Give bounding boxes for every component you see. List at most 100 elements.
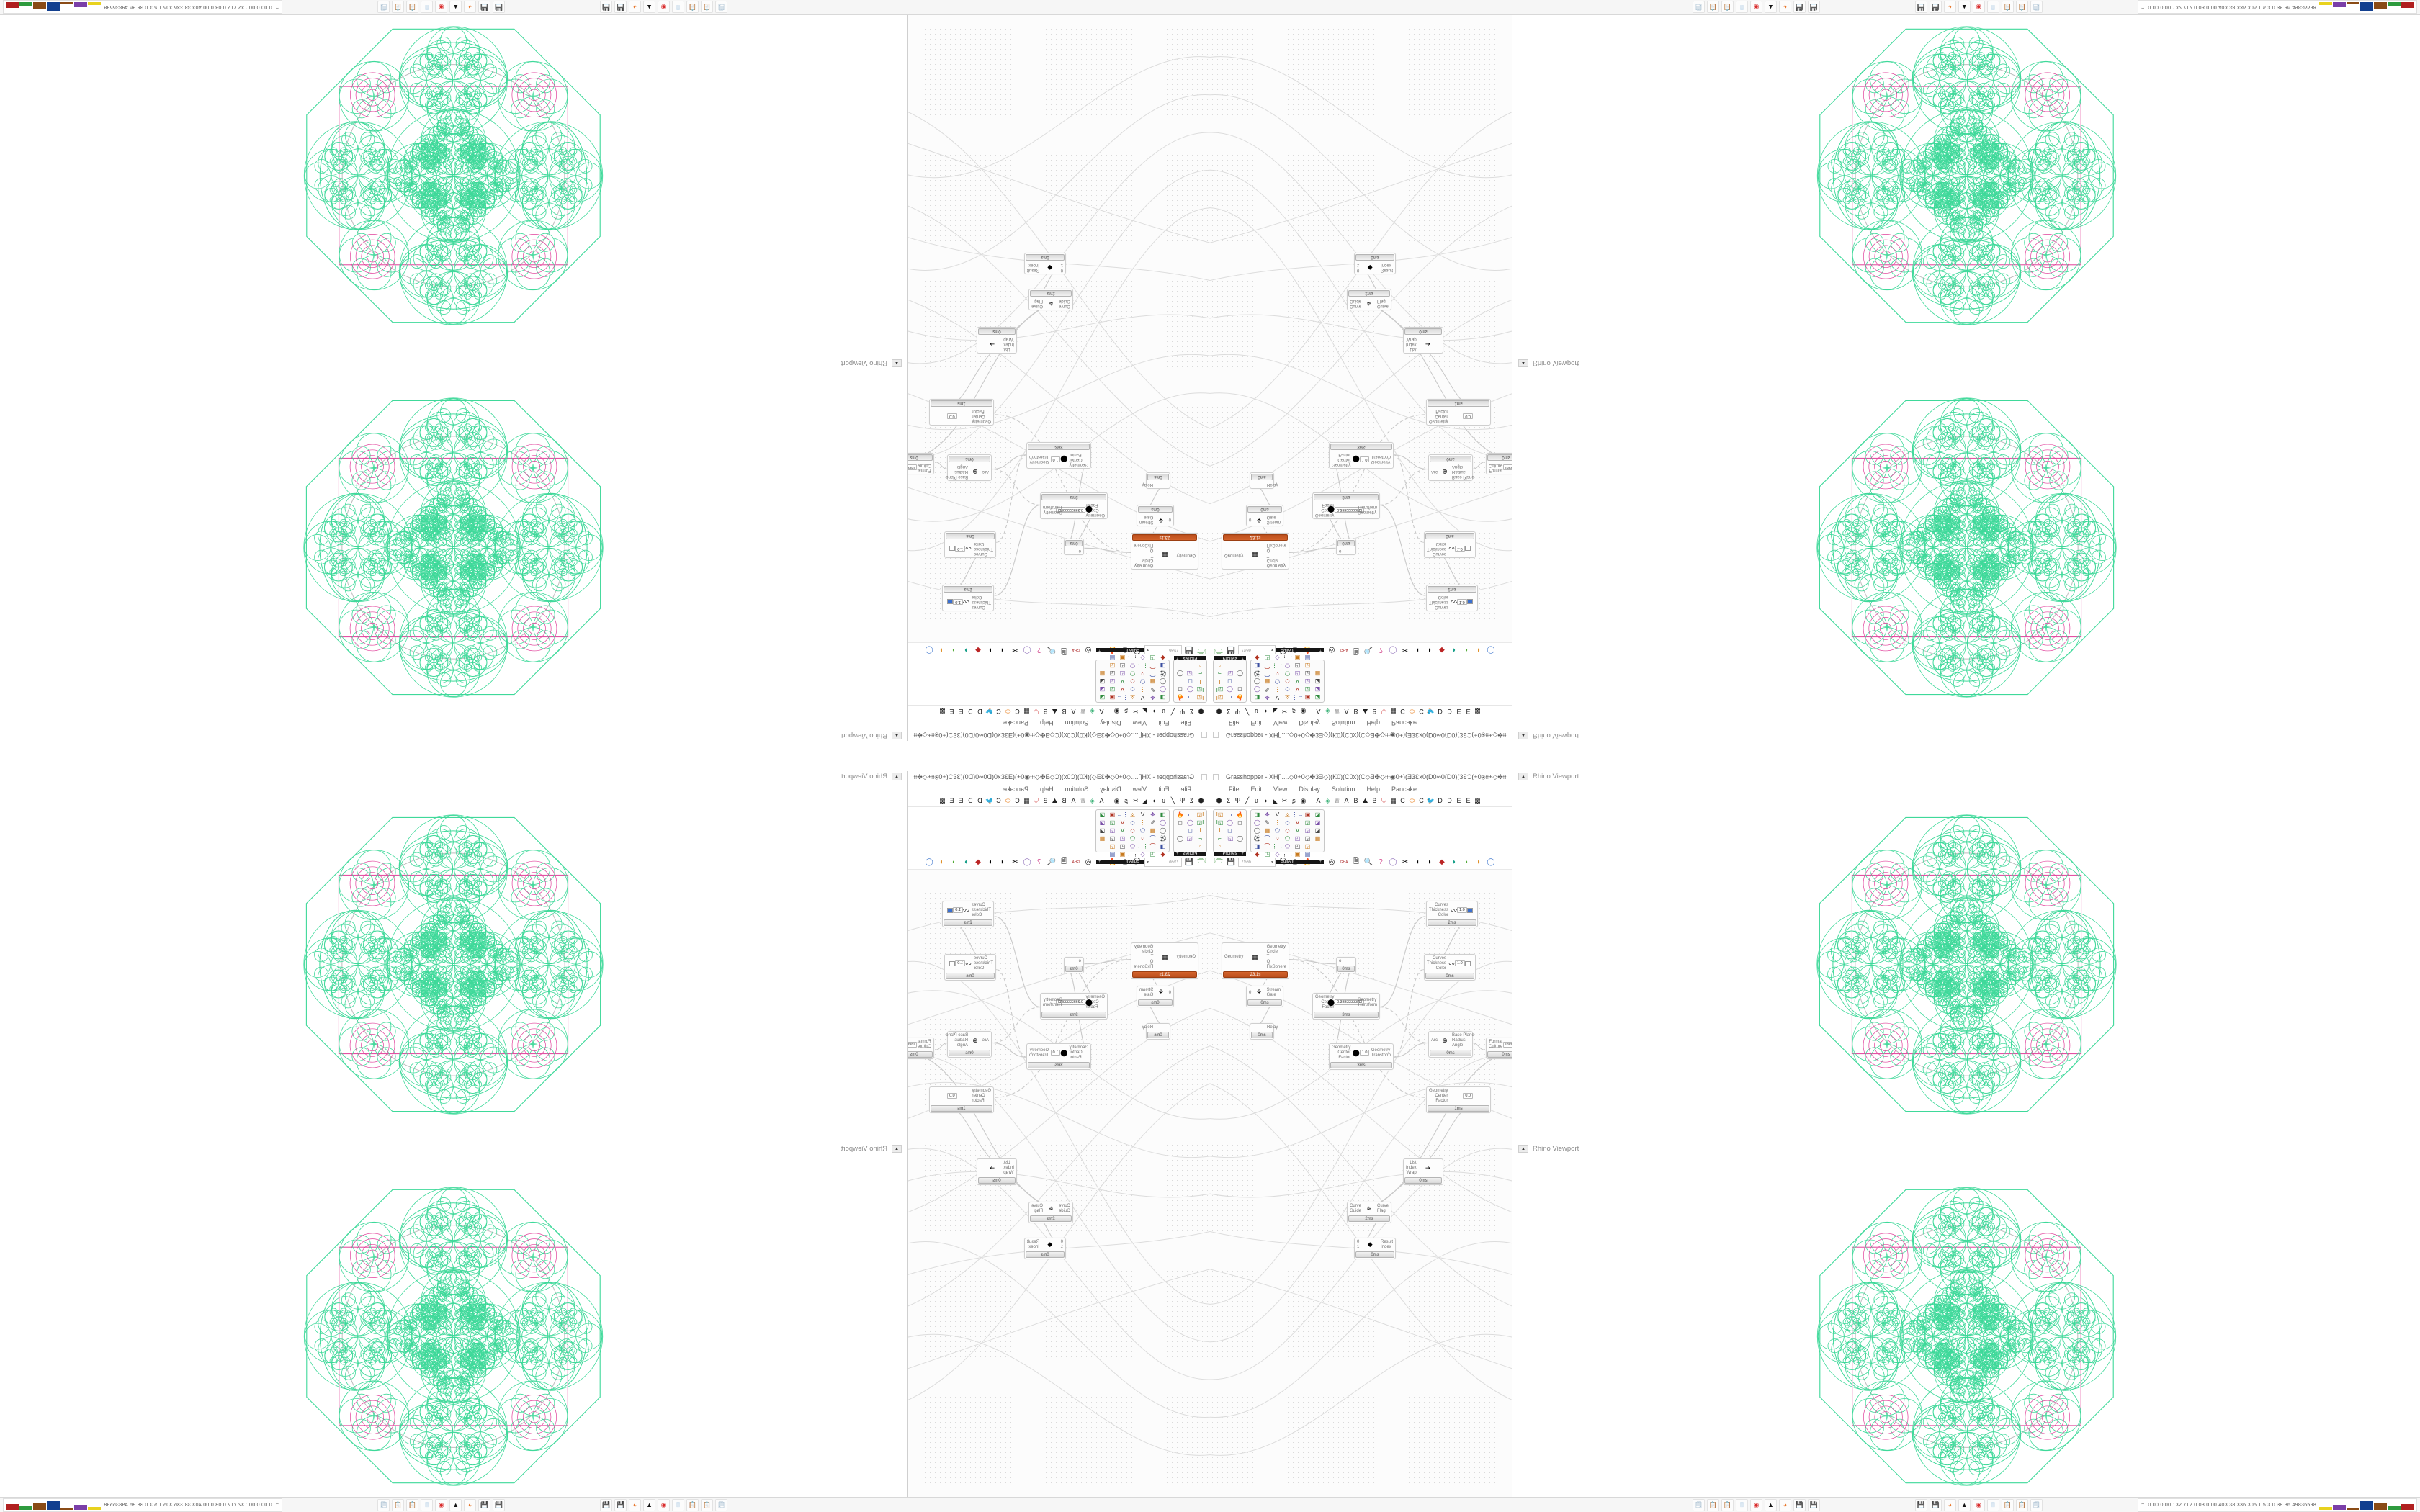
gh-node[interactable]: Geometry ▦ Geometry Circle T Q FlxSphere 23.1s (1222, 533, 1289, 570)
curve-icon[interactable]: ʋ (1162, 708, 1165, 715)
ribbon-group-bullant[interactable]: ◨✥Ⅴ◬⋮→▣◪◯✎⋮⋮⋮◇Ⅴ◲◪◯▦⬠◇Ⅴ◲◪⚽⌒⁘⬠◰◲▦◨⌒⋮→⬠◰◲◆◳… (1095, 648, 1170, 703)
gh-node[interactable]: Curves Thickness Color 〰 1.0 0ms (1424, 531, 1476, 558)
ribbon-item[interactable]: ◰ (1119, 670, 1126, 677)
ribbon-item[interactable]: ◬ (1285, 811, 1290, 818)
cluster-icon[interactable]: ◎ (1328, 858, 1335, 866)
node-value[interactable]: 1.0 (953, 599, 963, 605)
shade-wire-icon[interactable]: ◗ (987, 646, 993, 654)
ribbon-group-bullant[interactable]: ◨✥Ⅴ◬⋮→▣◪◯✎⋮⋮⋮◇Ⅴ◲◪◯▦⬠◇Ⅴ◲◪⚽⌒⁘⬠◰◲▦◨⌒⋮→⬠◰◲◆◳… (1250, 809, 1325, 864)
ribbon-item[interactable]: ◇ (1275, 851, 1280, 858)
preview-teal-icon[interactable]: ◗ (1451, 858, 1457, 866)
text-editor-icon[interactable]: 🗒 (377, 1, 390, 14)
gh-node[interactable]: List Index Wrap ⇥ i 0ms (1403, 1158, 1443, 1185)
transform-icon[interactable]: ʂ (1292, 797, 1296, 804)
taskbar-tray[interactable]: ⌃ 0.00 0.00 132 712 0.03 0.00 403 38 336… (2137, 1498, 2420, 1512)
tab-c1[interactable]: C (1400, 797, 1405, 804)
ribbon-item[interactable]: ▫ (1219, 843, 1221, 850)
gh-node[interactable]: Geometry Center Factor 0.0 1ms (1426, 1086, 1491, 1113)
tab-a2[interactable]: A (1344, 797, 1349, 804)
ribbon-item[interactable]: ⬠ (1130, 662, 1135, 669)
preview-teal-icon[interactable]: ◗ (1451, 646, 1457, 654)
display-icon[interactable]: ◉ (1300, 796, 1307, 804)
ribbon-item[interactable]: ◪ (1314, 827, 1321, 834)
gh-node[interactable]: Geometry Center Factor ⬤ 0.3333333333 Geometr… (1312, 993, 1380, 1020)
bird-icon[interactable]: 🐦 (985, 708, 994, 716)
ribbon-item[interactable] (1098, 662, 1107, 669)
intersect-icon[interactable]: ✂ (1281, 708, 1288, 716)
ribbon-item[interactable]: ▫ (1199, 662, 1201, 669)
intersect-icon[interactable]: ✂ (1132, 708, 1139, 716)
node-value[interactable]: 1.0 (1359, 1050, 1370, 1056)
ribbon-item[interactable]: ◯ (1177, 670, 1183, 677)
save-file-icon[interactable]: 💾 (1226, 858, 1236, 866)
component-tab-strip[interactable]: ⬢ Σ Ψ ╱ ʋ ◗ ◣ ✂ ʂ ◉ A ◈ ♕ A B ⛰ (1210, 795, 1512, 807)
ribbon-item[interactable]: ▤ (1304, 654, 1311, 661)
params-icon[interactable]: ⬢ (1198, 708, 1204, 716)
ribbon-item[interactable]: I (1199, 678, 1201, 685)
ribbon-item[interactable]: ⊐ (1227, 694, 1232, 701)
gh-node[interactable]: Relay 0ms (1250, 1023, 1278, 1040)
notepad-icon[interactable]: 📋 (1707, 1498, 1719, 1511)
ribbon-item[interactable]: ◻ (1237, 819, 1242, 826)
ribbon-item[interactable]: ◰ (1119, 662, 1126, 669)
gh-node[interactable]: Arc ⊕ Base Plane Radius Angle 0ms (1428, 1031, 1474, 1058)
ribbon-group-profiles[interactable]: I◱ ⊐ 🔥 I◱ ◯ ◻ I ◻ I ⌐ I◱ ◯ ▫ Profiles + (1213, 809, 1247, 856)
system-monitor-widget[interactable]: ⌃ 0.00 0.00 132 712 0.03 0.00 403 38 336… (2, 0, 283, 14)
menu-solution[interactable]: Solution (1065, 719, 1089, 726)
calculator-icon[interactable]: 🖩 (421, 1, 434, 14)
shield-icon[interactable]: ⛉ (1381, 796, 1386, 804)
gh-node[interactable]: Curves Thickness Color 〰 1.0 2ms (1426, 585, 1478, 611)
menu-edit[interactable]: Edit (1157, 719, 1170, 726)
mountain-icon[interactable]: ⛰ (1052, 708, 1058, 716)
open-file-icon[interactable]: 🗁 (1214, 647, 1224, 654)
ribbon-item[interactable]: ▫ (1219, 662, 1221, 669)
leaf-icon[interactable]: ◈ (1325, 796, 1330, 804)
tab-b2[interactable]: B (1372, 708, 1377, 715)
ribbon-grid-bullant[interactable]: ◨✥Ⅴ◬⋮→▣◪◯✎⋮⋮⋮◇Ⅴ◲◪◯▦⬠◇Ⅴ◲◪⚽⌒⁘⬠◰◲▦◨⌒⋮→⬠◰◲◆◳… (1096, 652, 1169, 702)
ribbon-item[interactable]: ◻ (1188, 678, 1193, 685)
grid-icon[interactable]: ▦ (1023, 708, 1030, 716)
shade-red-icon[interactable]: ◆ (1439, 646, 1445, 654)
viewport-canvas-upper[interactable] (1513, 371, 2420, 724)
ribbon-item[interactable] (1313, 843, 1322, 850)
ribbon-item[interactable]: ◻ (1237, 686, 1242, 693)
ribbon-item[interactable]: ◇ (1130, 686, 1135, 693)
gh-node[interactable]: 0 ⚘ Stream Gate 0ms (1246, 505, 1283, 526)
tab-c1[interactable]: C (1400, 708, 1405, 715)
tab-b1[interactable]: B (1353, 708, 1358, 715)
gh-node[interactable]: Curves Thickness Color 〰 1.0 0ms (944, 531, 996, 558)
ribbon-item[interactable]: 🔥 (1176, 694, 1184, 701)
chevron-down-icon[interactable]: ▾ (1147, 647, 1150, 652)
ribbon-item[interactable]: ⌒ (1150, 670, 1156, 677)
ribbon-grid-bullant[interactable]: ◨✥Ⅴ◬⋮→▣◪◯✎⋮⋮⋮◇Ⅴ◲◪◯▦⬠◇Ⅴ◲◪⚽⌒⁘⬠◰◲▦◨⌒⋮→⬠◰◲◆◳… (1251, 810, 1324, 860)
menu-help[interactable]: Help (1366, 719, 1380, 726)
node-value[interactable]: Invariant (1503, 464, 1512, 471)
ribbon-item[interactable]: I◱ (1216, 811, 1224, 818)
ribbon-item[interactable]: ◬ (1285, 694, 1290, 701)
ribbon-item[interactable]: ✎ (1265, 819, 1270, 826)
color-swatch[interactable] (1466, 599, 1473, 605)
ribbon-item[interactable]: ◲ (1304, 827, 1311, 834)
tab-e1[interactable]: E (1456, 708, 1461, 715)
preview-blue-icon[interactable]: ◯ (1487, 858, 1495, 866)
disk-green-icon[interactable]: 💾 (600, 1, 612, 14)
balloon-icon[interactable]: ◯ (1389, 858, 1397, 866)
ribbon-item[interactable]: ▦ (1314, 670, 1321, 677)
ribbon-item[interactable]: ◯ (1187, 686, 1193, 693)
open-file-icon[interactable]: 🗁 (1196, 647, 1206, 654)
notepad2-icon[interactable]: 📋 (686, 1, 699, 14)
color-swatch[interactable] (949, 546, 956, 552)
disk-blue-icon[interactable]: 💾 (1793, 1498, 1806, 1511)
firefox-icon[interactable]: ◕ (464, 1, 477, 14)
ribbon-item[interactable]: ⋮→ (1293, 693, 1302, 701)
gh-node[interactable]: Geometry ▦ Geometry Circle T Q FlxSphere 23.1s (1222, 942, 1289, 979)
preview-blue-icon[interactable]: ◯ (1487, 646, 1495, 654)
rhino-viewport-lower[interactable]: ▲ Rhino Viewport (1513, 1143, 2420, 1512)
gh-node[interactable]: Curves Thickness Color 〰 1.0 2ms (1426, 901, 1478, 927)
ribbon-item[interactable]: ◲ (1304, 835, 1311, 842)
gh-node[interactable]: Arc ⊕ Base Plane Radius Angle 0ms (946, 454, 992, 481)
gh-node[interactable]: Relay 0ms (1142, 472, 1170, 489)
gh-node[interactable]: Curve Guide ≋ Curve Flag 2ms (1028, 289, 1073, 310)
ribbon-item[interactable]: ▣ (1304, 811, 1311, 818)
grasshopper-titlebar[interactable]: Grasshopper - XH[]....◇0+0◇✤3Ǝ◇)(K0)(C0x… (908, 729, 1210, 741)
